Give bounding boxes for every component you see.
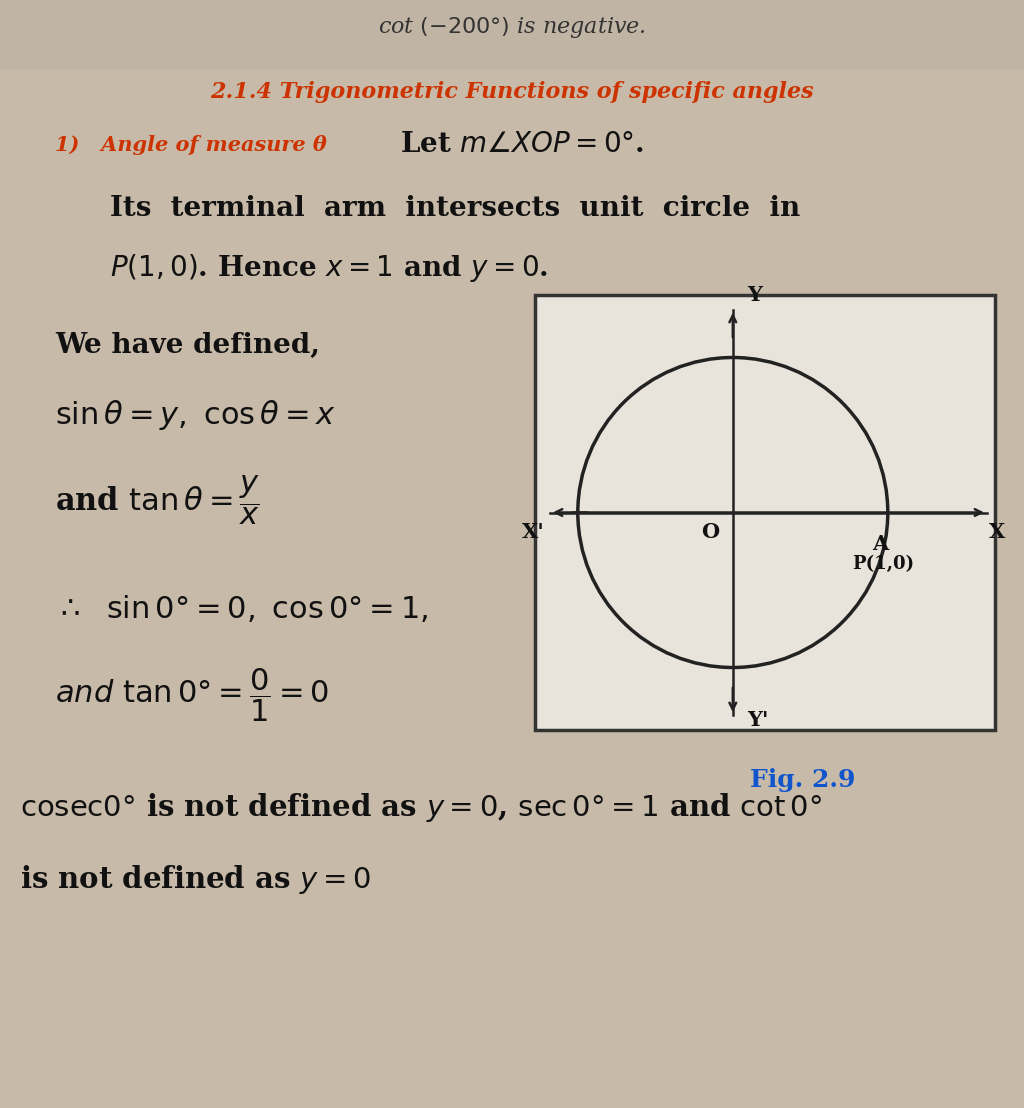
Text: We have defined,: We have defined, — [55, 331, 319, 359]
Text: cot $(-200°)$ is negative.: cot $(-200°)$ is negative. — [378, 16, 646, 41]
Text: $\mathit{and}\ \tan0° = \dfrac{0}{1} = 0$: $\mathit{and}\ \tan0° = \dfrac{0}{1} = 0… — [55, 666, 330, 724]
Text: $\sin\theta = y,\ \cos\theta = x$: $\sin\theta = y,\ \cos\theta = x$ — [55, 398, 336, 432]
Text: and $\tan\theta = \dfrac{y}{x}$: and $\tan\theta = \dfrac{y}{x}$ — [55, 473, 260, 526]
Text: O: O — [700, 523, 719, 543]
Text: 2.1.4 Trigonometric Functions of specific angles: 2.1.4 Trigonometric Functions of specifi… — [210, 81, 814, 103]
Text: Its  terminal  arm  intersects  unit  circle  in: Its terminal arm intersects unit circle … — [110, 195, 800, 222]
Text: $\therefore\ \ \sin0° = 0,\ \cos0° = 1,$: $\therefore\ \ \sin0° = 0,\ \cos0° = 1,$ — [55, 595, 428, 626]
Bar — [535, 295, 995, 730]
Text: P(1,0): P(1,0) — [852, 554, 913, 573]
Bar — [0, 0, 1024, 70]
Text: Y: Y — [746, 285, 762, 305]
Text: Y': Y' — [746, 710, 768, 730]
Text: 1)   Angle of measure θ: 1) Angle of measure θ — [55, 135, 327, 155]
Text: A: A — [871, 534, 888, 554]
Text: Let $m\angle XOP = 0°$.: Let $m\angle XOP = 0°$. — [400, 132, 644, 158]
Text: Fig. 2.9: Fig. 2.9 — [750, 768, 855, 792]
Text: X: X — [989, 523, 1006, 543]
Text: $P(1,0)$. Hence $x = 1$ and $y = 0$.: $P(1,0)$. Hence $x = 1$ and $y = 0$. — [110, 252, 548, 284]
Text: X': X' — [522, 523, 545, 543]
Text: is not defined as $y = 0$: is not defined as $y = 0$ — [20, 863, 372, 896]
Text: $\mathrm{cosec}0°$ is not defined as $y = 0$, $\sec0° = 1$ and $\cot0°$: $\mathrm{cosec}0°$ is not defined as $y … — [20, 791, 822, 824]
